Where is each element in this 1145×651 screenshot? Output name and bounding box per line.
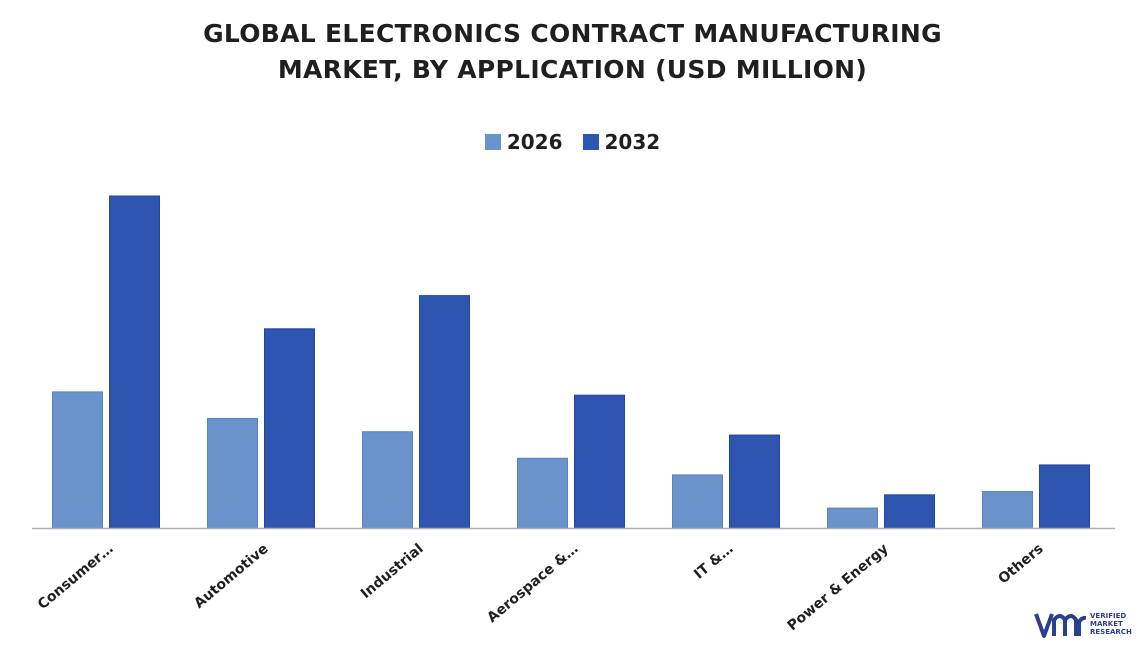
bars-group — [52, 195, 1090, 529]
bar-2026-5 — [827, 507, 878, 529]
bar-2032-4 — [729, 434, 780, 529]
x-tick-label-2: Industrial — [358, 541, 427, 602]
bar-2026-6 — [982, 490, 1033, 529]
bar-2026-3 — [517, 457, 568, 529]
legend: 2026 2032 — [0, 130, 1145, 154]
vmr-logo-line-1: VERIFIED — [1090, 612, 1127, 620]
bar-2026-4 — [672, 474, 723, 529]
legend-label-2026: 2026 — [506, 130, 563, 154]
x-tick-label-5: Power & Energy — [785, 541, 892, 634]
x-tick-label-1: Automotive — [191, 541, 271, 612]
vmr-logo-line-3: RESEARCH — [1090, 628, 1132, 636]
bar-2032-2 — [419, 295, 470, 529]
chart-title-line-1: GLOBAL ELECTRONICS CONTRACT MANUFACTURIN… — [203, 19, 942, 48]
legend-item-2026: 2026 — [484, 130, 563, 154]
vmr-logo-mark-icon — [1034, 613, 1086, 638]
vmr-logo-line-2: MARKET — [1090, 620, 1123, 628]
legend-swatch-2026 — [484, 134, 501, 150]
legend-swatch-2032 — [582, 134, 599, 150]
x-tick-labels: Consumer… Automotive Industrial Aerospace &… — [35, 541, 1047, 634]
legend-item-2032: 2032 — [582, 130, 661, 154]
bar-2032-5 — [884, 494, 935, 529]
bar-2032-6 — [1039, 464, 1090, 529]
bar-2032-1 — [264, 328, 315, 529]
legend-label-2032: 2032 — [604, 130, 661, 154]
bar-2026-2 — [362, 431, 413, 529]
bar-2032-0 — [109, 195, 160, 529]
x-tick-label-4: IT &… — [691, 541, 736, 583]
vmr-logo-text: VERIFIED MARKET RESEARCH — [1090, 612, 1132, 636]
x-tick-label-3: Aerospace &… — [484, 541, 581, 626]
chart-title-line-2: MARKET, BY APPLICATION (USD MILLION) — [277, 55, 868, 84]
bar-2026-1 — [207, 417, 258, 529]
bar-2026-0 — [52, 391, 103, 529]
vmr-logo: VERIFIED MARKET RESEARCH — [1034, 608, 1132, 640]
x-tick-label-6: Others — [995, 541, 1046, 588]
x-tick-label-0: Consumer… — [35, 541, 117, 613]
chart-title: GLOBAL ELECTRONICS CONTRACT MANUFACTURIN… — [0, 16, 1145, 88]
bar-2032-3 — [574, 394, 625, 529]
